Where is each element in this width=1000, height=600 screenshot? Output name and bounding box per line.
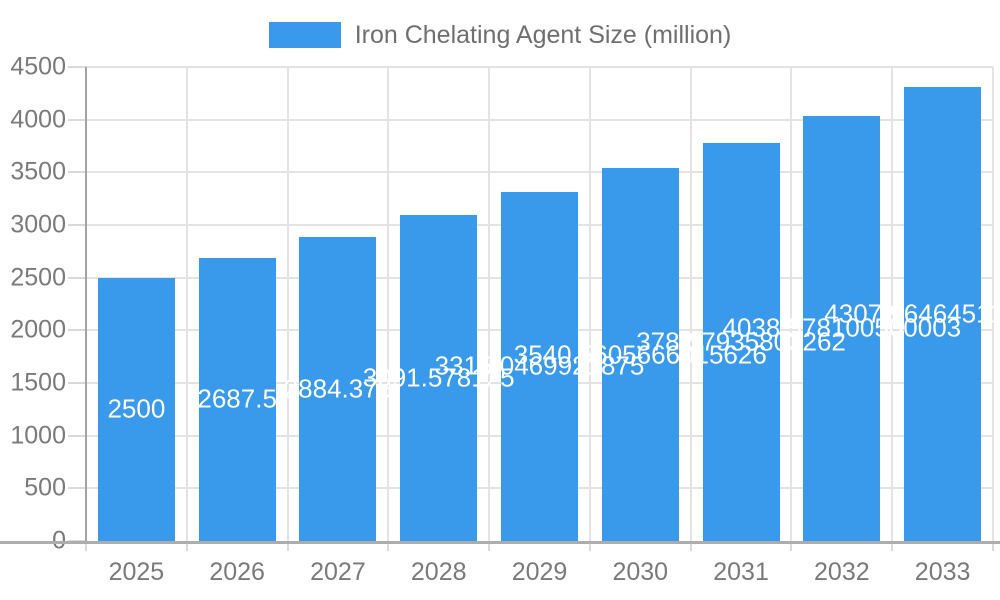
y-axis-tick-label: 3500 bbox=[10, 157, 66, 186]
x-axis-tick bbox=[992, 543, 994, 551]
y-axis-tick-label: 500 bbox=[24, 473, 66, 502]
y-axis-tick-label: 4500 bbox=[10, 52, 66, 81]
bar[interactable] bbox=[803, 115, 881, 541]
y-axis-tick-label: 2000 bbox=[10, 315, 66, 344]
x-axis-tick-label: 2026 bbox=[209, 558, 265, 586]
y-axis-line bbox=[85, 67, 87, 541]
y-axis-tick bbox=[68, 434, 86, 437]
bar[interactable] bbox=[198, 257, 276, 541]
x-axis-tick bbox=[85, 543, 87, 551]
y-axis-tick bbox=[68, 382, 86, 384]
x-axis-tick-label: 2025 bbox=[108, 558, 165, 586]
x-axis-tick bbox=[689, 543, 692, 551]
bar-value-label: 4038.578100500003 bbox=[722, 312, 962, 343]
x-axis-line bbox=[0, 541, 1000, 544]
bar[interactable] bbox=[299, 237, 377, 541]
x-axis-tick bbox=[488, 543, 491, 551]
bar-value-label: 3315.0469921875 bbox=[434, 350, 645, 381]
horizontal-gridline bbox=[86, 66, 993, 68]
bar-value-label: 2884.375 bbox=[283, 373, 393, 404]
vertical-gridline bbox=[488, 67, 491, 541]
bar[interactable] bbox=[501, 191, 578, 541]
y-axis-tick bbox=[68, 276, 86, 279]
x-axis-tick bbox=[387, 543, 390, 551]
y-axis-tick bbox=[68, 329, 86, 332]
y-axis-tick bbox=[68, 487, 86, 490]
x-axis-tick-label: 2027 bbox=[310, 558, 366, 586]
y-axis-tick-label: 3000 bbox=[10, 210, 66, 239]
horizontal-gridline bbox=[86, 171, 993, 174]
x-axis-tick bbox=[790, 543, 793, 551]
x-axis-tick bbox=[588, 543, 591, 551]
bar-value-label: 4307.964645110003 bbox=[824, 298, 1000, 329]
bar[interactable] bbox=[601, 168, 679, 541]
bar[interactable] bbox=[702, 142, 780, 541]
vertical-gridline bbox=[689, 67, 692, 541]
bar-value-label: 2500 bbox=[107, 393, 166, 424]
vertical-gridline bbox=[286, 67, 289, 541]
vertical-gridline bbox=[891, 67, 894, 541]
y-axis-tick bbox=[68, 66, 86, 68]
legend-label[interactable]: Iron Chelating Agent Size (million) bbox=[354, 21, 732, 49]
bar-value-label: 3540.5605666015626 bbox=[513, 339, 767, 370]
y-axis-tick bbox=[68, 224, 86, 226]
horizontal-gridline bbox=[86, 118, 993, 121]
vertical-gridline bbox=[992, 67, 994, 541]
x-axis-tick-label: 2031 bbox=[713, 558, 769, 586]
y-axis-tick-label: 4000 bbox=[10, 105, 66, 134]
bar[interactable] bbox=[904, 87, 982, 541]
x-axis-tick bbox=[891, 543, 894, 551]
x-axis-tick-label: 2030 bbox=[612, 558, 669, 586]
legend[interactable]: Iron Chelating Agent Size (million) bbox=[0, 21, 1000, 49]
bar-value-label: 3091.578125 bbox=[362, 362, 515, 393]
vertical-gridline bbox=[588, 67, 591, 541]
x-axis-tick-label: 2032 bbox=[814, 558, 870, 586]
vertical-gridline bbox=[185, 67, 188, 541]
x-axis-tick-label: 2033 bbox=[914, 558, 971, 586]
vertical-gridline bbox=[790, 67, 793, 541]
legend-swatch[interactable] bbox=[268, 22, 341, 48]
vertical-gridline bbox=[387, 67, 390, 541]
bar-value-label: 2687.5 bbox=[197, 383, 277, 414]
bar[interactable] bbox=[97, 277, 175, 541]
y-axis-tick-label: 0 bbox=[0, 527, 66, 556]
y-axis-tick-label: 1000 bbox=[10, 421, 66, 450]
x-axis-tick bbox=[185, 543, 188, 551]
y-axis-tick bbox=[68, 171, 86, 174]
bar-value-label: 3782.7935803262 bbox=[636, 326, 846, 357]
bar[interactable] bbox=[400, 215, 478, 541]
x-axis-tick bbox=[286, 543, 289, 551]
y-axis-tick bbox=[68, 118, 86, 121]
x-axis-tick-label: 2028 bbox=[410, 558, 467, 586]
x-axis-tick-label: 2029 bbox=[511, 558, 568, 586]
y-axis-tick-label: 1500 bbox=[10, 368, 66, 397]
y-axis-tick-label: 2500 bbox=[10, 263, 66, 292]
